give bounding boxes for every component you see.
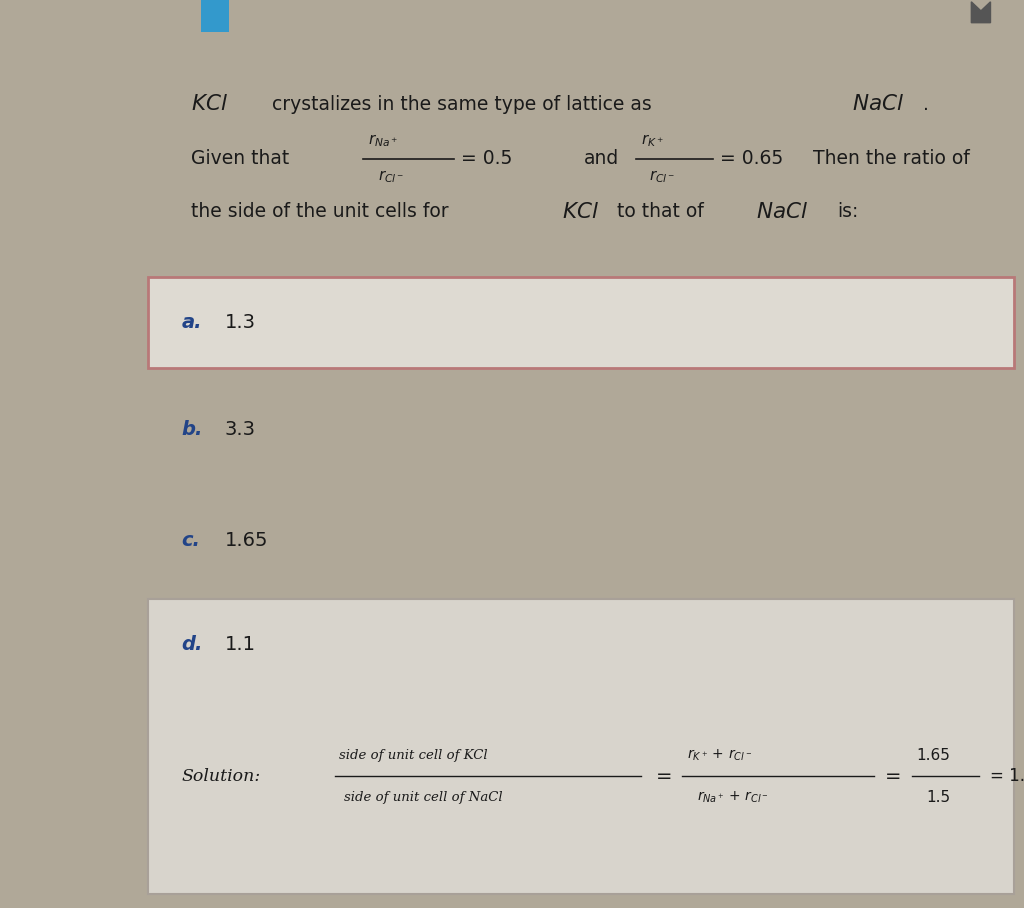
Text: $r_{Cl^-}$: $r_{Cl^-}$	[648, 169, 675, 185]
Text: $\mathit{NaCl}$: $\mathit{NaCl}$	[756, 201, 808, 222]
Text: side of unit cell of NaCl: side of unit cell of NaCl	[344, 791, 503, 804]
Text: 1.1: 1.1	[224, 636, 256, 654]
Text: c.: c.	[181, 531, 201, 549]
Polygon shape	[972, 2, 990, 23]
Text: $r_{Na^+}+\,r_{Cl^-}$: $r_{Na^+}+\,r_{Cl^-}$	[696, 790, 768, 804]
Text: b.: b.	[181, 420, 203, 439]
Text: 1.65: 1.65	[916, 748, 950, 763]
Text: the side of the unit cells for: the side of the unit cells for	[191, 202, 449, 221]
Text: $\mathit{NaCl}$: $\mathit{NaCl}$	[852, 94, 904, 115]
Text: .: .	[924, 95, 930, 114]
Text: $r_{Na^+}$: $r_{Na^+}$	[369, 133, 398, 149]
Text: and: and	[584, 150, 618, 168]
Text: 1.65: 1.65	[224, 531, 268, 549]
Text: =: =	[655, 767, 672, 785]
FancyBboxPatch shape	[147, 599, 1015, 894]
Text: crystalizes in the same type of lattice as: crystalizes in the same type of lattice …	[272, 95, 652, 114]
Text: to that of: to that of	[617, 202, 703, 221]
Text: $\mathit{KCl}$: $\mathit{KCl}$	[561, 201, 599, 222]
Text: = 0.5: = 0.5	[461, 150, 512, 168]
FancyBboxPatch shape	[147, 277, 1015, 368]
FancyBboxPatch shape	[201, 0, 229, 32]
Text: = 1.1: = 1.1	[990, 767, 1024, 785]
Text: 1.5: 1.5	[927, 790, 950, 804]
Text: a.: a.	[181, 313, 202, 331]
Text: Solution:: Solution:	[181, 768, 261, 785]
Text: $r_{Cl^-}$: $r_{Cl^-}$	[378, 169, 404, 185]
Text: = 0.65: = 0.65	[720, 150, 782, 168]
Text: 3.3: 3.3	[224, 420, 256, 439]
Text: side of unit cell of KCl: side of unit cell of KCl	[339, 749, 488, 762]
Text: Then the ratio of: Then the ratio of	[813, 150, 970, 168]
Text: $\mathit{KCl}$: $\mathit{KCl}$	[191, 94, 228, 115]
Text: 1.3: 1.3	[224, 313, 256, 331]
Text: is:: is:	[838, 202, 859, 221]
Text: Given that: Given that	[191, 150, 289, 168]
Text: d.: d.	[181, 636, 203, 654]
Text: =: =	[885, 767, 902, 785]
Text: $r_{K^+}+\,r_{Cl^-}$: $r_{K^+}+\,r_{Cl^-}$	[687, 748, 753, 763]
Text: $r_{K^+}$: $r_{K^+}$	[641, 133, 665, 149]
